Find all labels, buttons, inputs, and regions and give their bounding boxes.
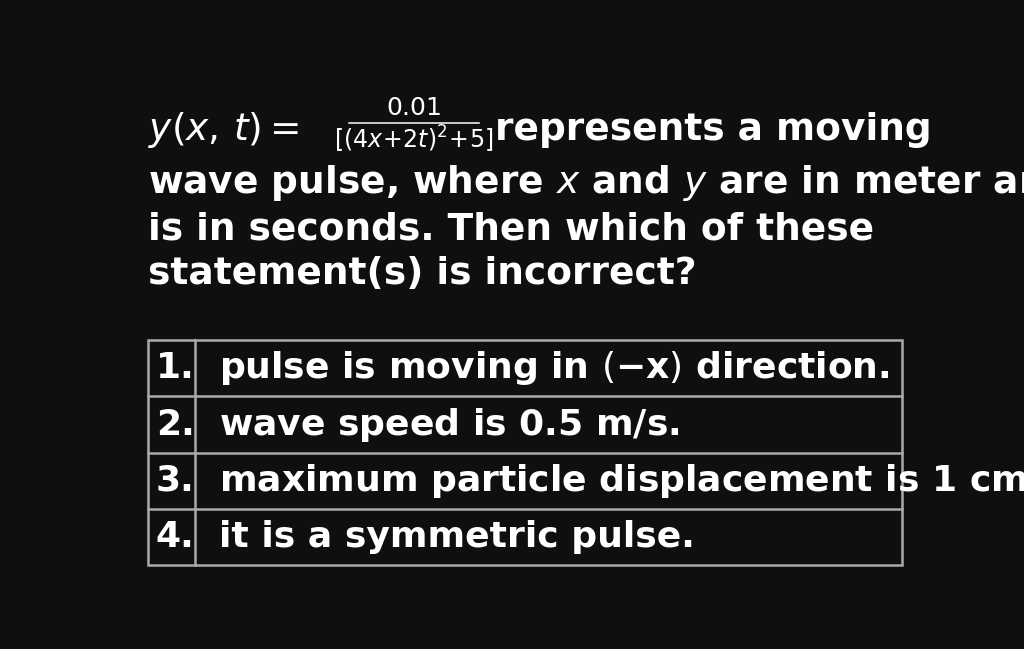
Text: is in seconds. Then which of these: is in seconds. Then which of these	[147, 212, 873, 247]
Text: it is a symmetric pulse.: it is a symmetric pulse.	[219, 520, 695, 554]
Text: represents a moving: represents a moving	[495, 112, 931, 149]
Text: $y(x,\,t)=$: $y(x,\,t)=$	[147, 110, 299, 151]
Text: 3.: 3.	[156, 464, 195, 498]
Text: $[(4x\!+\!2t)^2\!+\!5]$: $[(4x\!+\!2t)^2\!+\!5]$	[334, 125, 494, 155]
Text: maximum particle displacement is $\mathbf{1}$ cm.: maximum particle displacement is $\mathb…	[219, 462, 1024, 500]
Text: $0.01$: $0.01$	[386, 96, 441, 120]
Text: pulse is moving in $(\mathbf{-x})$ direction.: pulse is moving in $(\mathbf{-x})$ direc…	[219, 349, 890, 387]
Text: 1.: 1.	[156, 351, 195, 386]
Text: 4.: 4.	[156, 520, 195, 554]
Text: wave pulse, where $x$ and $y$ are in meter and $t$: wave pulse, where $x$ and $y$ are in met…	[147, 163, 1024, 203]
Text: statement(s) is incorrect?: statement(s) is incorrect?	[147, 256, 696, 292]
Text: wave speed is $\mathbf{0.5}$ m/s.: wave speed is $\mathbf{0.5}$ m/s.	[219, 406, 680, 443]
Text: 2.: 2.	[156, 408, 195, 441]
Bar	[147, 340, 902, 565]
